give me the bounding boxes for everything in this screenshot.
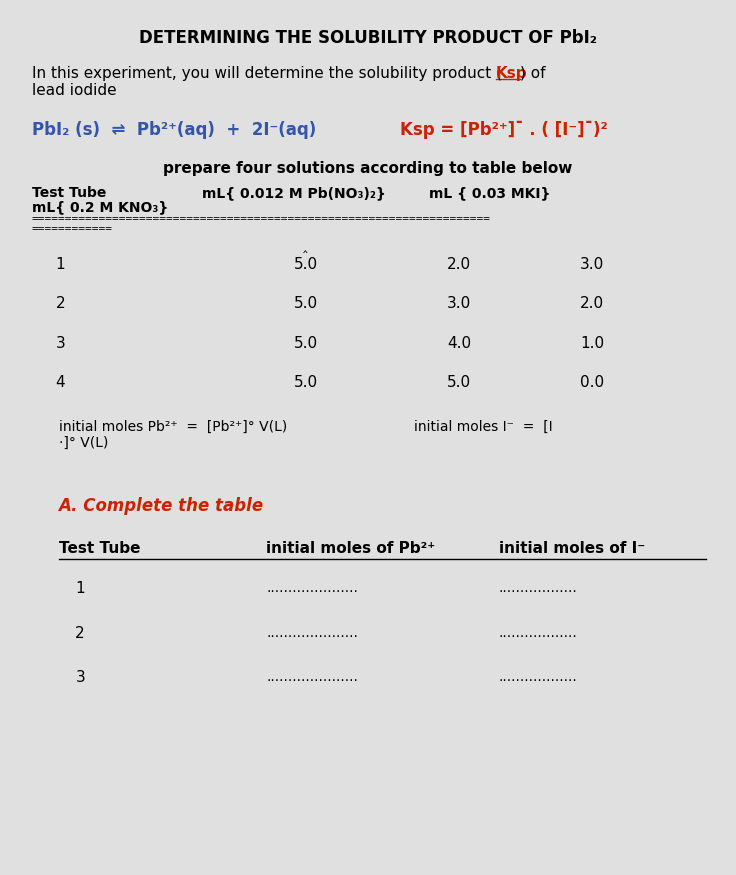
Text: 3.0: 3.0 bbox=[580, 256, 604, 272]
Text: ·]° V(L): ·]° V(L) bbox=[59, 436, 108, 450]
Text: ‸: ‸ bbox=[303, 239, 308, 253]
Text: ..................: .................. bbox=[498, 669, 577, 683]
Text: .....................: ..................... bbox=[266, 581, 358, 595]
Text: A. Complete the table: A. Complete the table bbox=[59, 497, 263, 515]
Text: ..................: .................. bbox=[498, 581, 577, 595]
Text: 4: 4 bbox=[56, 374, 66, 389]
Text: initial moles of Pb²⁺: initial moles of Pb²⁺ bbox=[266, 541, 436, 556]
Text: Ksp = [Pb²⁺]¯ . ( [I⁻]¯)²: Ksp = [Pb²⁺]¯ . ( [I⁻]¯)² bbox=[400, 121, 607, 139]
Text: ============: ============ bbox=[32, 224, 113, 234]
Text: initial moles of I⁻: initial moles of I⁻ bbox=[498, 541, 645, 556]
Text: ..................: .................. bbox=[498, 626, 577, 640]
Text: lead iodide: lead iodide bbox=[32, 83, 116, 98]
Text: 0.0: 0.0 bbox=[581, 374, 604, 389]
Text: 5.0: 5.0 bbox=[294, 256, 318, 272]
Text: mL{ 0.012 M Pb(NO₃)₂}: mL{ 0.012 M Pb(NO₃)₂} bbox=[202, 186, 386, 200]
Text: .....................: ..................... bbox=[266, 626, 358, 640]
Text: 2.0: 2.0 bbox=[447, 256, 471, 272]
Text: mL{ 0.2 M KNO₃}: mL{ 0.2 M KNO₃} bbox=[32, 200, 168, 214]
Text: 5.0: 5.0 bbox=[447, 374, 471, 389]
Text: Test Tube: Test Tube bbox=[32, 186, 106, 200]
Text: initial moles Pb²⁺  =  [Pb²⁺]° V(L): initial moles Pb²⁺ = [Pb²⁺]° V(L) bbox=[59, 420, 287, 434]
Text: 2.0: 2.0 bbox=[581, 297, 604, 311]
Text: 5.0: 5.0 bbox=[294, 374, 318, 389]
Text: Test Tube: Test Tube bbox=[59, 541, 140, 556]
Text: mL { 0.03 MKI}: mL { 0.03 MKI} bbox=[429, 186, 551, 200]
Text: 3: 3 bbox=[75, 669, 85, 685]
Text: ====================================================================: ========================================… bbox=[32, 214, 491, 224]
Text: 1: 1 bbox=[56, 256, 66, 272]
Text: initial moles I⁻  =  [I: initial moles I⁻ = [I bbox=[414, 420, 553, 434]
Text: PbI₂ (s)  ⇌  Pb²⁺(aq)  +  2I⁻(aq): PbI₂ (s) ⇌ Pb²⁺(aq) + 2I⁻(aq) bbox=[32, 121, 316, 139]
Text: .....................: ..................... bbox=[266, 669, 358, 683]
Text: Ksp: Ksp bbox=[495, 66, 527, 80]
Text: 5.0: 5.0 bbox=[294, 336, 318, 351]
Text: 2: 2 bbox=[56, 297, 66, 311]
Text: 4.0: 4.0 bbox=[447, 336, 471, 351]
Text: 2: 2 bbox=[75, 626, 85, 641]
Text: 3: 3 bbox=[56, 336, 66, 351]
Text: 1: 1 bbox=[75, 581, 85, 596]
Text: DETERMINING THE SOLUBILITY PRODUCT OF PbI₂: DETERMINING THE SOLUBILITY PRODUCT OF Pb… bbox=[139, 29, 597, 47]
Text: prepare four solutions according to table below: prepare four solutions according to tabl… bbox=[163, 161, 573, 176]
Text: 5.0: 5.0 bbox=[294, 297, 318, 311]
Text: In this experiment, you will determine the solubility product (: In this experiment, you will determine t… bbox=[32, 66, 502, 80]
Text: 3.0: 3.0 bbox=[447, 297, 471, 311]
Text: ) of: ) of bbox=[520, 66, 546, 80]
Text: 1.0: 1.0 bbox=[581, 336, 604, 351]
